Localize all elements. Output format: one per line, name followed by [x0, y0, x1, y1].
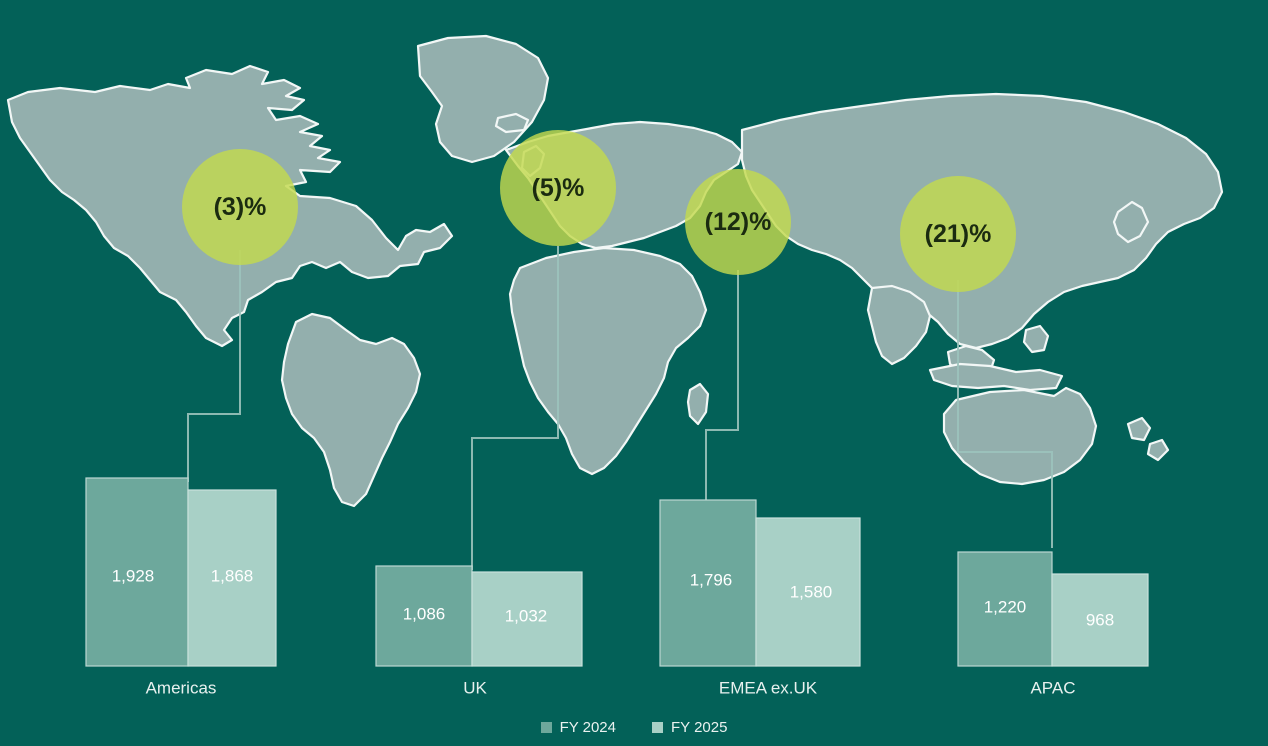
bar-emea-fy2025[interactable]	[755, 517, 861, 667]
philippines-landmass	[1022, 324, 1050, 354]
bar-group-uk: 1,086 1,032 UK	[375, 565, 583, 698]
australia-landmass	[942, 386, 1098, 486]
bar-value-americas-fy2024: 1,928	[112, 567, 155, 586]
bar-value-americas-fy2025: 1,868	[211, 567, 254, 586]
bar-group-apac: 1,220 968 APAC	[957, 551, 1149, 698]
indonesia-landmass	[928, 362, 1064, 392]
bar-value-uk-fy2024: 1,086	[403, 605, 446, 624]
category-label-americas: Americas	[146, 679, 217, 698]
emea-connector	[705, 270, 739, 502]
bar-group-americas: 1,928 1,868 Americas	[85, 477, 277, 698]
emea-bubble-label: (12)%	[705, 208, 772, 236]
emea-bubble-circle	[685, 169, 791, 275]
bar-uk-fy2024[interactable]	[375, 565, 473, 667]
bubble-americas[interactable]: (3)%	[182, 149, 298, 265]
bar-value-emea-fy2025: 1,580	[790, 583, 833, 602]
legend-item-fy2025[interactable]: FY 2025	[652, 719, 727, 736]
legend-swatch-fy2025	[652, 722, 663, 733]
connectors	[187, 246, 1053, 570]
category-label-uk: UK	[463, 679, 487, 698]
new-zealand-landmass	[1126, 416, 1170, 462]
chart-legend: FY 2024 FY 2025	[0, 719, 1268, 736]
bar-group-emea: 1,796 1,580 EMEA ex.UK	[659, 499, 861, 698]
bar-americas-fy2025[interactable]	[187, 489, 277, 667]
legend-swatch-fy2024	[540, 722, 552, 733]
legend-label-fy2024: FY 2024	[559, 719, 616, 736]
japan-landmass	[1112, 200, 1150, 244]
uk-connector	[471, 246, 559, 570]
south-america-landmass	[280, 312, 422, 508]
americas-bubble-label: (3)%	[214, 193, 267, 221]
bubble-emea[interactable]: (12)%	[685, 169, 791, 275]
madagascar-landmass	[686, 382, 710, 426]
bar-apac-fy2025[interactable]	[1051, 573, 1149, 667]
americas-bubble-circle	[182, 149, 298, 265]
americas-connector	[187, 250, 241, 482]
bar-value-apac-fy2025: 968	[1086, 611, 1114, 630]
bar-uk-fy2025[interactable]	[471, 571, 583, 667]
bar-value-apac-fy2024: 1,220	[984, 598, 1027, 617]
apac-bubble-circle	[900, 176, 1016, 292]
bar-value-emea-fy2024: 1,796	[690, 571, 733, 590]
category-label-apac: APAC	[1030, 679, 1075, 698]
bar-emea-fy2024[interactable]	[659, 499, 757, 667]
apac-bubble-label: (21)%	[925, 220, 992, 248]
bubble-uk[interactable]: (5)%	[500, 130, 616, 246]
india-landmass	[866, 284, 932, 366]
bar-value-uk-fy2025: 1,032	[505, 607, 548, 626]
bar-apac-fy2024[interactable]	[957, 551, 1053, 667]
legend-label-fy2025: FY 2025	[671, 719, 728, 736]
bubble-apac[interactable]: (21)%	[900, 176, 1016, 292]
bar-americas-fy2024[interactable]	[85, 477, 189, 667]
uk-bubble-label: (5)%	[532, 174, 585, 202]
category-label-emea: EMEA ex.UK	[719, 679, 818, 698]
iceland-landmass	[494, 112, 530, 134]
apac-connector	[957, 280, 1053, 548]
legend-item-fy2024[interactable]: FY 2024	[540, 719, 616, 736]
uk-bubble-circle	[500, 130, 616, 246]
